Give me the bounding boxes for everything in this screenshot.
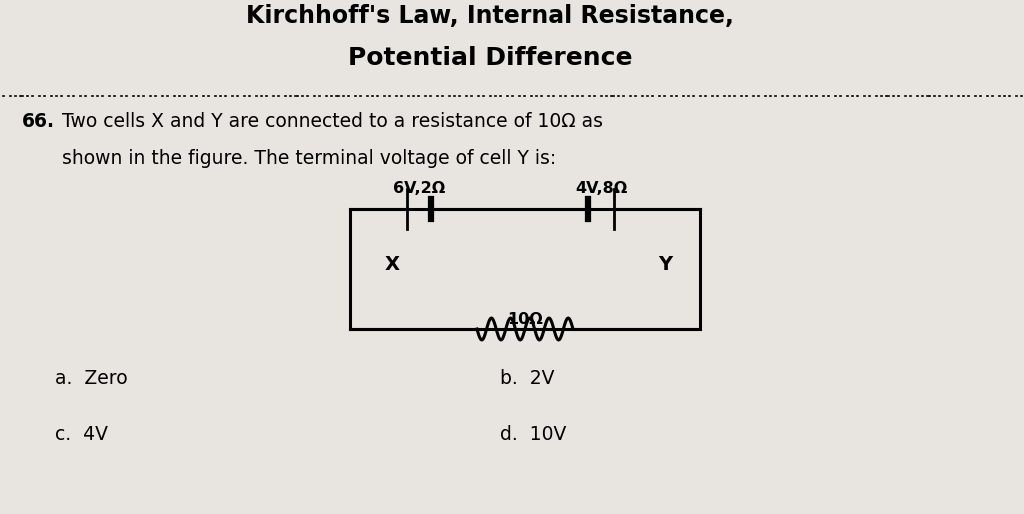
Text: 10Ω: 10Ω [507,312,543,327]
Text: a.  Zero: a. Zero [55,370,128,389]
Text: X: X [384,254,399,273]
Text: shown in the figure. The terminal voltage of cell Y is:: shown in the figure. The terminal voltag… [62,149,556,168]
Text: b.  2V: b. 2V [500,370,555,389]
Text: Kirchhoff's Law, Internal Resistance,: Kirchhoff's Law, Internal Resistance, [246,4,734,28]
Bar [350,209,700,329]
Text: Y: Y [658,254,672,273]
Text: 6V,2Ω: 6V,2Ω [393,181,445,196]
Text: Two cells X and Y are connected to a resistance of 10Ω as: Two cells X and Y are connected to a res… [62,112,603,131]
Text: Potential Difference: Potential Difference [348,46,632,70]
Text: 66.: 66. [22,112,55,131]
Text: c.  4V: c. 4V [55,425,108,444]
Text: 4V,8Ω: 4V,8Ω [574,181,627,196]
Text: d.  10V: d. 10V [500,425,566,444]
